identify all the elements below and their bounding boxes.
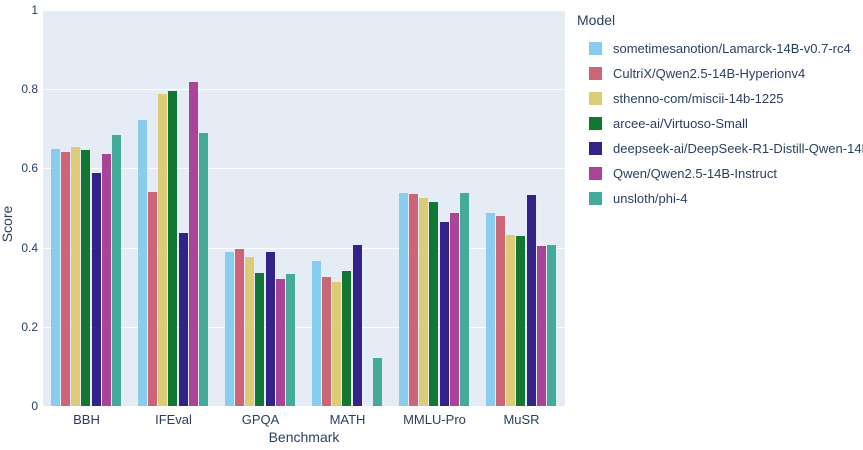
- legend-item[interactable]: CultriX/Qwen2.5-14B-Hyperionv4: [589, 61, 863, 86]
- bar[interactable]: [342, 271, 352, 406]
- legend-swatch-icon: [589, 92, 602, 105]
- bar[interactable]: [158, 93, 168, 406]
- legend-swatch-icon: [589, 167, 602, 180]
- bar[interactable]: [245, 256, 255, 406]
- bar[interactable]: [138, 120, 148, 406]
- y-tick-label: 0.6: [21, 161, 38, 176]
- bar[interactable]: [188, 82, 198, 406]
- bar[interactable]: [536, 246, 546, 406]
- bar[interactable]: [71, 147, 81, 406]
- legend-swatch-icon: [589, 117, 602, 130]
- legend-label: unsloth/phi-4: [613, 191, 688, 206]
- bar[interactable]: [516, 236, 526, 406]
- legend-item[interactable]: unsloth/phi-4: [589, 186, 863, 211]
- bar[interactable]: [168, 91, 178, 406]
- bar[interactable]: [546, 245, 556, 406]
- legend-item[interactable]: sometimesanotion/Lamarck-14B-v0.7-rc4: [589, 36, 863, 61]
- legend-item[interactable]: arcee-ai/Virtuoso-Small: [589, 111, 863, 136]
- bar[interactable]: [285, 273, 295, 406]
- y-tick-label: 0.4: [21, 240, 38, 255]
- x-tick-label: BBH: [73, 412, 100, 427]
- legend: Model sometimesanotion/Lamarck-14B-v0.7-…: [577, 10, 863, 211]
- bar[interactable]: [429, 201, 439, 406]
- bar[interactable]: [352, 244, 362, 406]
- bar[interactable]: [61, 151, 71, 406]
- y-axis-title: Score: [0, 205, 15, 243]
- bar[interactable]: [51, 148, 61, 406]
- bar[interactable]: [101, 153, 111, 406]
- bar[interactable]: [506, 234, 516, 406]
- legend-swatch-icon: [589, 67, 602, 80]
- bar[interactable]: [111, 134, 121, 406]
- x-tick-label: MuSR: [503, 412, 540, 427]
- bar[interactable]: [198, 132, 208, 406]
- legend-swatch-icon: [589, 142, 602, 155]
- legend-item[interactable]: Qwen/Qwen2.5-14B-Instruct: [589, 161, 863, 186]
- bar[interactable]: [225, 252, 235, 406]
- legend-label: CultriX/Qwen2.5-14B-Hyperionv4: [613, 66, 806, 81]
- legend-swatch-icon: [589, 192, 602, 205]
- gridline: [43, 247, 565, 249]
- bar[interactable]: [275, 279, 285, 406]
- y-tick-label: 0.8: [21, 82, 38, 97]
- y-tick-label: 1: [31, 3, 38, 17]
- legend-label: deepseek-ai/DeepSeek-R1-Distill-Qwen-14B: [613, 141, 863, 156]
- legend-swatch-icon: [589, 42, 602, 55]
- x-axis-title: Benchmark: [268, 429, 340, 445]
- bar[interactable]: [372, 357, 382, 406]
- x-tick-label: GPQA: [241, 412, 280, 427]
- bar[interactable]: [496, 215, 506, 406]
- bar[interactable]: [409, 193, 419, 406]
- bar[interactable]: [399, 193, 409, 406]
- bar[interactable]: [91, 172, 101, 406]
- bar[interactable]: [312, 261, 322, 406]
- bar[interactable]: [255, 273, 265, 406]
- legend-label: arcee-ai/Virtuoso-Small: [613, 116, 748, 131]
- legend-items: sometimesanotion/Lamarck-14B-v0.7-rc4 Cul…: [589, 36, 863, 211]
- plot-area: [43, 10, 565, 406]
- bar[interactable]: [459, 193, 469, 406]
- bar[interactable]: [419, 197, 429, 406]
- bar[interactable]: [265, 252, 275, 406]
- bar[interactable]: [178, 232, 188, 406]
- bar[interactable]: [148, 191, 158, 406]
- legend-label: sometimesanotion/Lamarck-14B-v0.7-rc4: [613, 41, 851, 56]
- legend-item[interactable]: deepseek-ai/DeepSeek-R1-Distill-Qwen-14B: [589, 136, 863, 161]
- y-tick-label: 0: [31, 399, 38, 413]
- x-tick-label: MATH: [329, 412, 366, 427]
- bar[interactable]: [486, 212, 496, 406]
- x-tick-label: IFEval: [155, 412, 192, 427]
- gridline: [43, 326, 565, 328]
- bar[interactable]: [439, 221, 449, 406]
- gridline: [43, 10, 565, 11]
- bar[interactable]: [81, 149, 91, 406]
- bar[interactable]: [526, 194, 536, 406]
- bar[interactable]: [235, 249, 245, 406]
- bar[interactable]: [322, 276, 332, 406]
- legend-title: Model: [577, 12, 616, 28]
- gridline: [43, 168, 565, 170]
- gridline: [43, 89, 565, 91]
- bar[interactable]: [449, 212, 459, 406]
- legend-label: Qwen/Qwen2.5-14B-Instruct: [613, 166, 778, 181]
- y-tick-label: 0.2: [21, 319, 38, 334]
- x-tick-label: MMLU-Pro: [403, 412, 466, 427]
- legend-label: sthenno-com/miscii-14b-1225: [613, 91, 784, 106]
- bar[interactable]: [332, 282, 342, 406]
- legend-item[interactable]: sthenno-com/miscii-14b-1225: [589, 86, 863, 111]
